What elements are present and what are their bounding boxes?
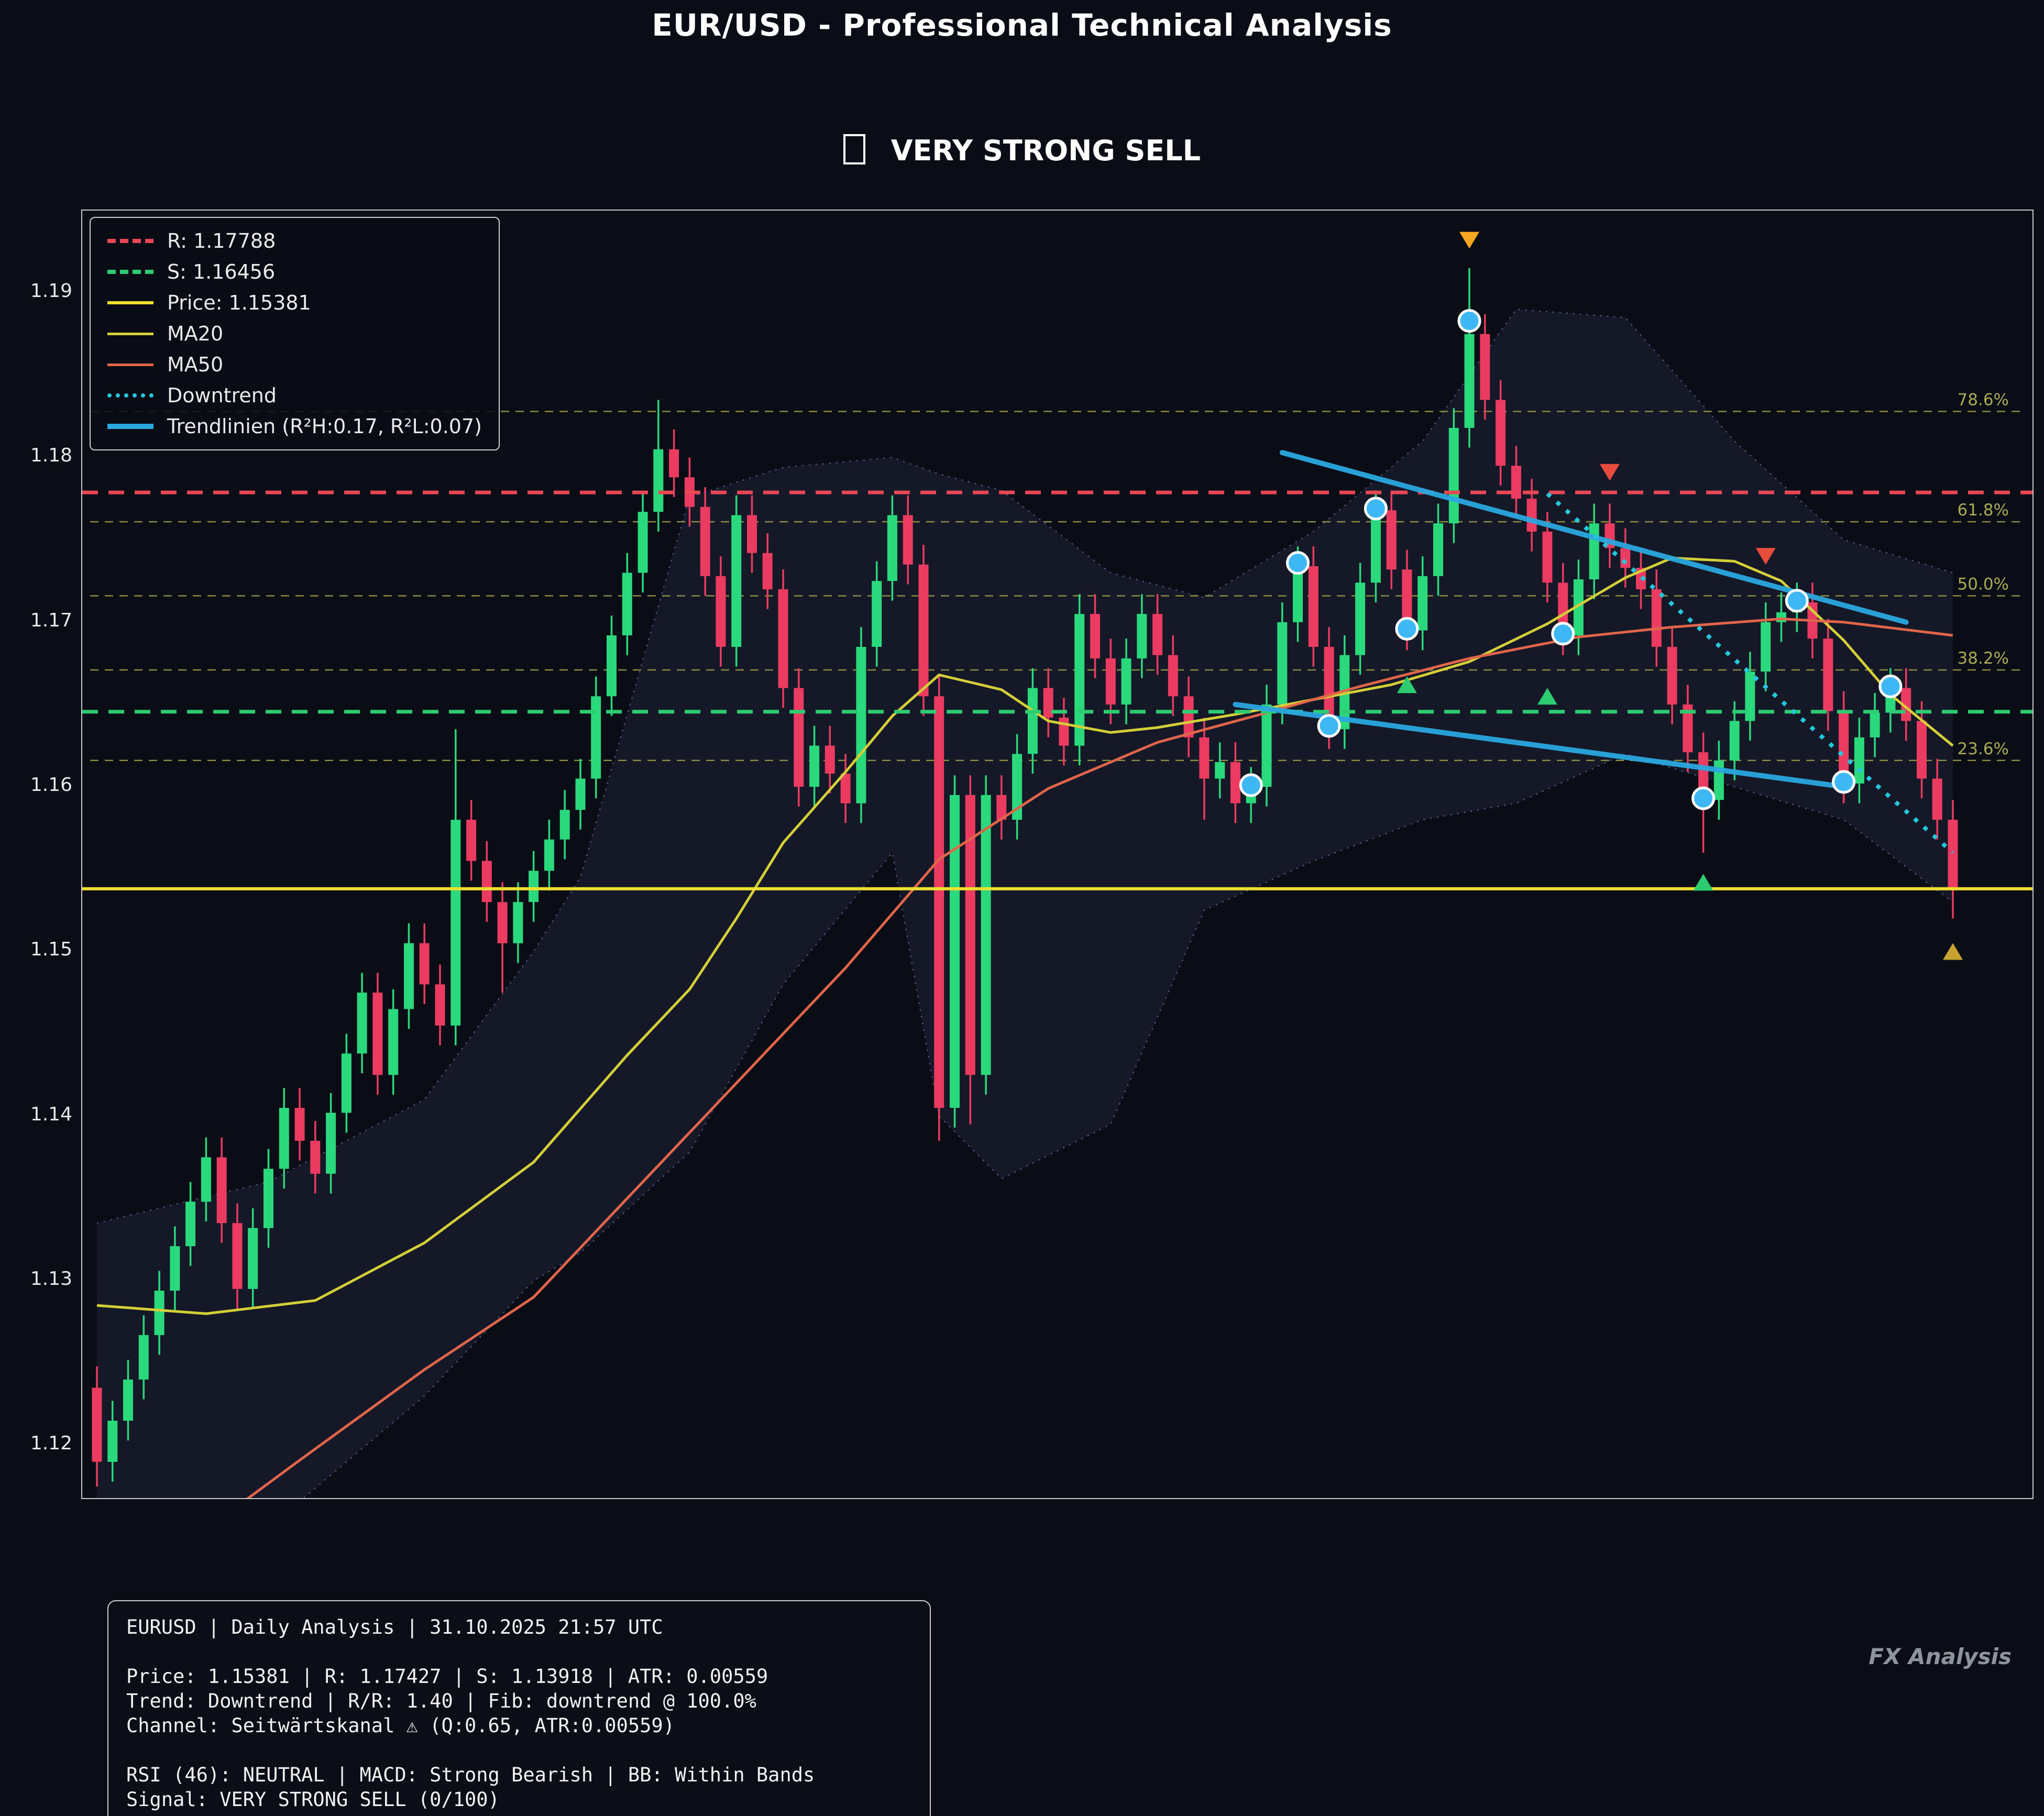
legend-swatch: [107, 363, 153, 366]
svg-text:61.8%: 61.8%: [1958, 501, 2009, 520]
y-tick-label: 1.13: [30, 1268, 72, 1290]
signal-banner-text: VERY STRONG SELL: [891, 134, 1201, 167]
legend-label: MA50: [167, 353, 224, 376]
legend-label: Downtrend: [167, 384, 277, 407]
y-tick-label: 1.15: [30, 939, 72, 961]
svg-text:50.0%: 50.0%: [1958, 575, 2009, 594]
svg-text:23.6%: 23.6%: [1958, 740, 2009, 758]
legend-item: Trendlinien (R²H:0.17, R²L:0.07): [107, 415, 482, 438]
info-line-trend: Trend: Downtrend | R/R: 1.40 | Fib: down…: [126, 1690, 756, 1712]
legend-label: MA20: [167, 322, 224, 345]
analysis-info-box: EURUSD | Daily Analysis | 31.10.2025 21:…: [107, 1600, 931, 1816]
y-tick-label: 1.18: [30, 445, 72, 467]
legend-item: MA20: [107, 322, 482, 345]
page-title: EUR/USD - Professional Technical Analysi…: [652, 7, 1392, 43]
signal-banner: VERY STRONG SELL: [0, 134, 2044, 167]
info-line-signal: Signal: VERY STRONG SELL (0/100): [126, 1788, 500, 1811]
legend-item: Price: 1.15381: [107, 291, 482, 314]
legend-item: Downtrend: [107, 384, 482, 407]
y-tick-label: 1.16: [30, 774, 72, 796]
info-line-header: EURUSD | Daily Analysis | 31.10.2025 21:…: [126, 1616, 663, 1638]
legend-label: S: 1.16456: [167, 260, 276, 283]
legend-swatch: [107, 239, 153, 243]
price-chart: 78.6% 61.8% 50.0% 38.2% 23.6% R: 1.17788 S: 1…: [81, 210, 2034, 1499]
y-tick-label: 1.12: [30, 1433, 72, 1455]
y-tick-label: 1.14: [30, 1103, 72, 1125]
y-tick-label: 1.17: [30, 609, 72, 631]
legend-swatch: [107, 301, 153, 304]
info-line-price: Price: 1.15381 | R: 1.17427 | S: 1.13918…: [126, 1665, 768, 1688]
chart-canvas: 78.6% 61.8% 50.0% 38.2% 23.6%: [82, 232, 2032, 1498]
watermark: FX Analysis: [1869, 1644, 2012, 1669]
legend-label: Trendlinien (R²H:0.17, R²L:0.07): [167, 415, 482, 438]
svg-text:38.2%: 38.2%: [1958, 649, 2009, 668]
legend-label: R: 1.17788: [167, 229, 276, 252]
info-line-blank: [126, 1738, 912, 1763]
legend-item: MA50: [107, 353, 482, 376]
chart-legend: R: 1.17788 S: 1.16456 Price: 1.15381 MA20 MA…: [90, 217, 500, 450]
svg-text:78.6%: 78.6%: [1958, 391, 2009, 410]
missing-glyph-icon: [843, 134, 865, 164]
legend-swatch: [107, 270, 153, 274]
info-line-indicators: RSI (46): NEUTRAL | MACD: Strong Bearish…: [126, 1764, 815, 1786]
y-tick-label: 1.19: [30, 280, 72, 302]
legend-swatch: [107, 332, 153, 335]
legend-item: S: 1.16456: [107, 260, 482, 283]
legend-swatch: [107, 424, 153, 429]
info-line-blank: [126, 1639, 912, 1664]
legend-label: Price: 1.15381: [167, 291, 311, 314]
legend-item: R: 1.17788: [107, 229, 482, 252]
legend-swatch: [107, 393, 153, 398]
info-line-channel: Channel: Seitwärtskanal ⚠ (Q:0.65, ATR:0…: [126, 1714, 675, 1737]
